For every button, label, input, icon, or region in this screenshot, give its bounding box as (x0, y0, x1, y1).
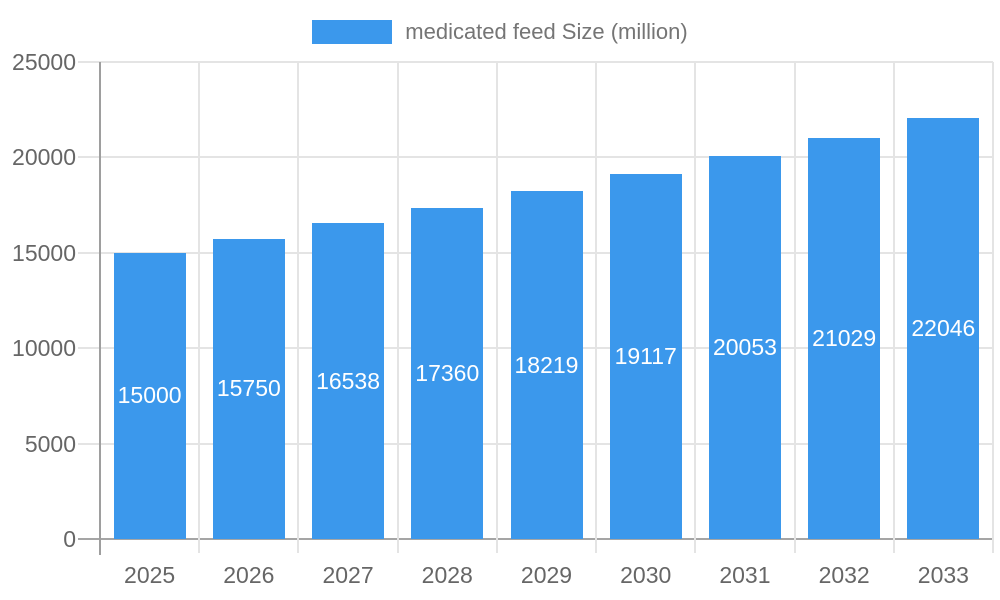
x-axis-tick-label: 2027 (322, 562, 374, 588)
x-gridline (992, 62, 994, 553)
plot-area: 0 5000 10000 15000 20000 25000 15000 2025 15750 2… (12, 49, 994, 588)
x-gridline (198, 62, 201, 553)
bar-2032[interactable]: 21029 (808, 137, 881, 539)
bar-2031[interactable]: 20053 (708, 156, 781, 539)
y-axis-tick-label: 20000 (12, 144, 76, 171)
x-gridline (694, 62, 697, 553)
x-axis-tick-label: 2026 (223, 562, 275, 588)
bar-value-label: 21029 (812, 324, 877, 351)
x-axis-tick-label: 2031 (719, 562, 771, 588)
x-gridline (793, 62, 796, 553)
bar-2026[interactable]: 15750 (212, 238, 285, 539)
y-axis-line (99, 62, 101, 555)
bar-value-label: 15750 (216, 375, 281, 402)
x-axis-tick-label: 2028 (421, 562, 473, 588)
legend-label[interactable]: medicated feed Size (million) (405, 19, 688, 44)
bar-2027[interactable]: 16538 (312, 223, 385, 539)
bar-value-label: 22046 (911, 315, 976, 342)
y-gridline (78, 156, 993, 159)
bar-value-label: 16538 (316, 367, 381, 394)
x-gridline (495, 62, 498, 553)
x-gridline (396, 62, 399, 553)
y-axis-tick-label: 25000 (12, 49, 76, 75)
bar-value-label: 18219 (514, 351, 579, 378)
bar-value-label: 19117 (614, 343, 677, 370)
x-axis-tick-label: 2032 (818, 562, 870, 588)
x-gridline (297, 62, 300, 553)
x-axis-tick-label: 2030 (620, 562, 672, 588)
x-gridline (892, 62, 895, 553)
y-axis-tick-label: 5000 (24, 430, 76, 457)
x-axis-baseline (78, 538, 993, 540)
bar-2025[interactable]: 15000 (113, 252, 186, 539)
x-axis-tick-label: 2033 (917, 562, 969, 588)
bar-2030[interactable]: 19117 (609, 174, 682, 539)
bar-value-label: 20053 (712, 334, 777, 361)
y-axis-tick-label: 15000 (12, 239, 76, 266)
legend-swatch[interactable] (312, 20, 393, 44)
x-axis-tick-label: 2025 (124, 562, 176, 588)
bar-2033[interactable]: 22046 (907, 118, 980, 539)
bar-value-label: 15000 (117, 382, 182, 409)
bar-value-label: 17360 (415, 359, 480, 386)
legend: medicated feed Size (million) (0, 19, 1000, 45)
y-axis-tick-label: 10000 (12, 335, 76, 362)
bar-2029[interactable]: 18219 (510, 191, 583, 539)
bar-2028[interactable]: 17360 (411, 207, 484, 539)
y-gridline (78, 61, 993, 63)
y-axis-tick-label: 0 (63, 526, 76, 552)
x-axis-tick-label: 2029 (520, 562, 573, 588)
x-gridline (595, 62, 598, 553)
